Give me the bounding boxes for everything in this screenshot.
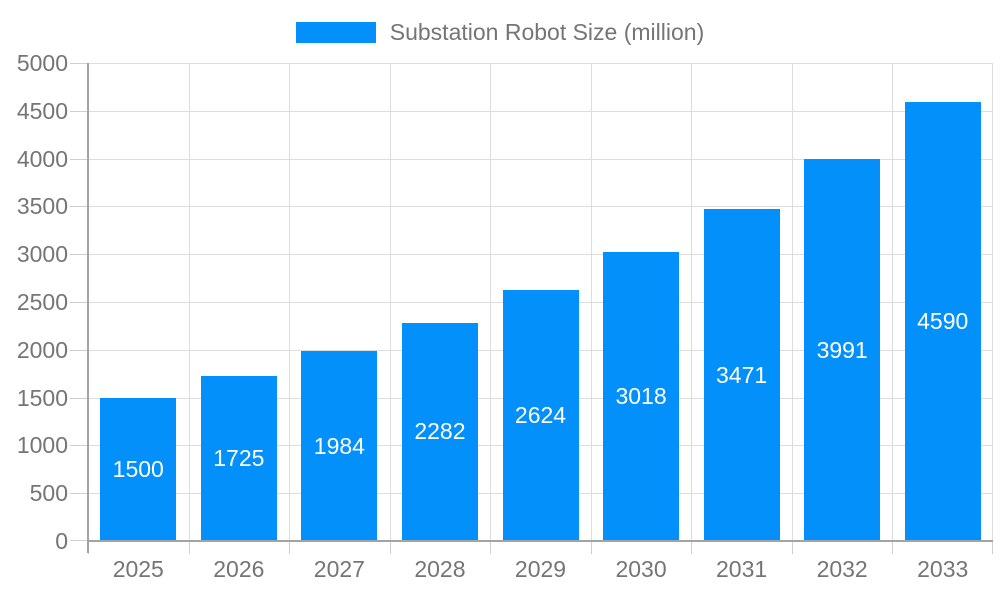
bar-2033[interactable]: 4590 [904,102,981,541]
bar-2028[interactable]: 2282 [401,322,478,541]
y-tick-label: 2000 [16,336,68,363]
y-axis-tick [70,445,88,447]
y-tick-label: 4500 [16,97,68,124]
gridline-vertical [490,63,492,541]
plot-area: 0 500 1000 1500 2000 2500 3000 3500 4000 4500 5000… [17,51,993,582]
gridline-vertical [289,63,291,541]
x-tick-label: 2030 [615,556,667,582]
y-tick-label: 1500 [16,384,68,411]
x-tick-label: 2026 [213,556,265,582]
x-tick-label: 2031 [716,556,768,582]
y-axis-tick [70,110,88,112]
bar-value-label: 3018 [615,383,667,410]
x-axis-line [88,540,993,542]
bar-2032[interactable]: 3991 [804,159,881,541]
y-axis-line [87,63,89,553]
gridline-horizontal [88,63,993,64]
bar-value-label: 2624 [514,402,567,429]
x-tick-label: 2032 [816,556,868,582]
x-axis-tick [892,542,894,554]
x-tick-label: 2033 [917,556,969,582]
y-axis-tick [70,397,88,399]
legend-label: Substation Robot Size (million) [389,19,705,45]
y-axis-tick [70,254,88,256]
x-tick-label: 2025 [112,556,164,582]
bar-2030[interactable]: 3018 [603,252,680,541]
y-tick-label: 4000 [16,145,68,172]
gridline-vertical [791,63,793,541]
gridline-horizontal [88,110,993,112]
bar-value-label: 4590 [917,308,969,335]
y-tick-label: 1000 [16,432,68,459]
y-axis-tick [70,540,88,541]
x-axis-tick [992,542,993,554]
gridline-horizontal [88,206,993,208]
legend-swatch [295,22,376,43]
y-tick-label: 2500 [16,289,68,315]
x-axis-tick [490,542,492,554]
bar-value-label: 1984 [313,432,365,459]
y-axis-tick [70,349,88,351]
gridline-horizontal [88,254,993,256]
bar-2026[interactable]: 1725 [200,376,277,541]
bar-2025[interactable]: 1500 [100,397,177,541]
y-axis-tick [70,302,88,303]
bar-value-label: 2282 [414,418,466,445]
gridline-vertical [188,63,190,541]
bar-2031[interactable]: 3471 [703,209,780,541]
gridline-vertical [892,63,894,541]
bar-value-label: 3471 [716,361,768,388]
y-tick-label: 3500 [16,193,68,220]
y-tick-label: 5000 [16,50,68,76]
y-axis-tick [70,206,88,208]
y-tick-label: 500 [29,480,68,507]
x-axis-tick [691,542,693,554]
x-tick-label: 2027 [313,556,365,582]
y-axis-tick [70,158,88,160]
bar-value-label: 1725 [213,445,265,472]
gridline-horizontal [88,158,993,160]
gridline-vertical [992,63,993,541]
bar-value-label: 3991 [816,336,868,363]
y-tick-label: 0 [55,528,68,554]
bar-2029[interactable]: 2624 [502,290,579,541]
y-axis-tick [70,493,88,495]
x-axis-tick [188,542,190,554]
x-tick-label: 2028 [414,556,466,582]
gridline-vertical [590,63,592,541]
x-axis-tick [389,542,391,554]
bar-value-label: 1500 [112,455,164,482]
x-tick-label: 2029 [514,556,567,582]
x-axis-tick [791,542,793,554]
x-axis-tick [289,542,291,554]
bar-2027[interactable]: 1984 [301,351,378,541]
gridline-vertical [389,63,391,541]
y-axis-tick [70,63,88,64]
y-tick-label: 3000 [16,241,68,268]
legend[interactable]: Substation Robot Size (million) [0,21,1000,44]
x-axis-tick [590,542,592,554]
gridline-vertical [691,63,693,541]
